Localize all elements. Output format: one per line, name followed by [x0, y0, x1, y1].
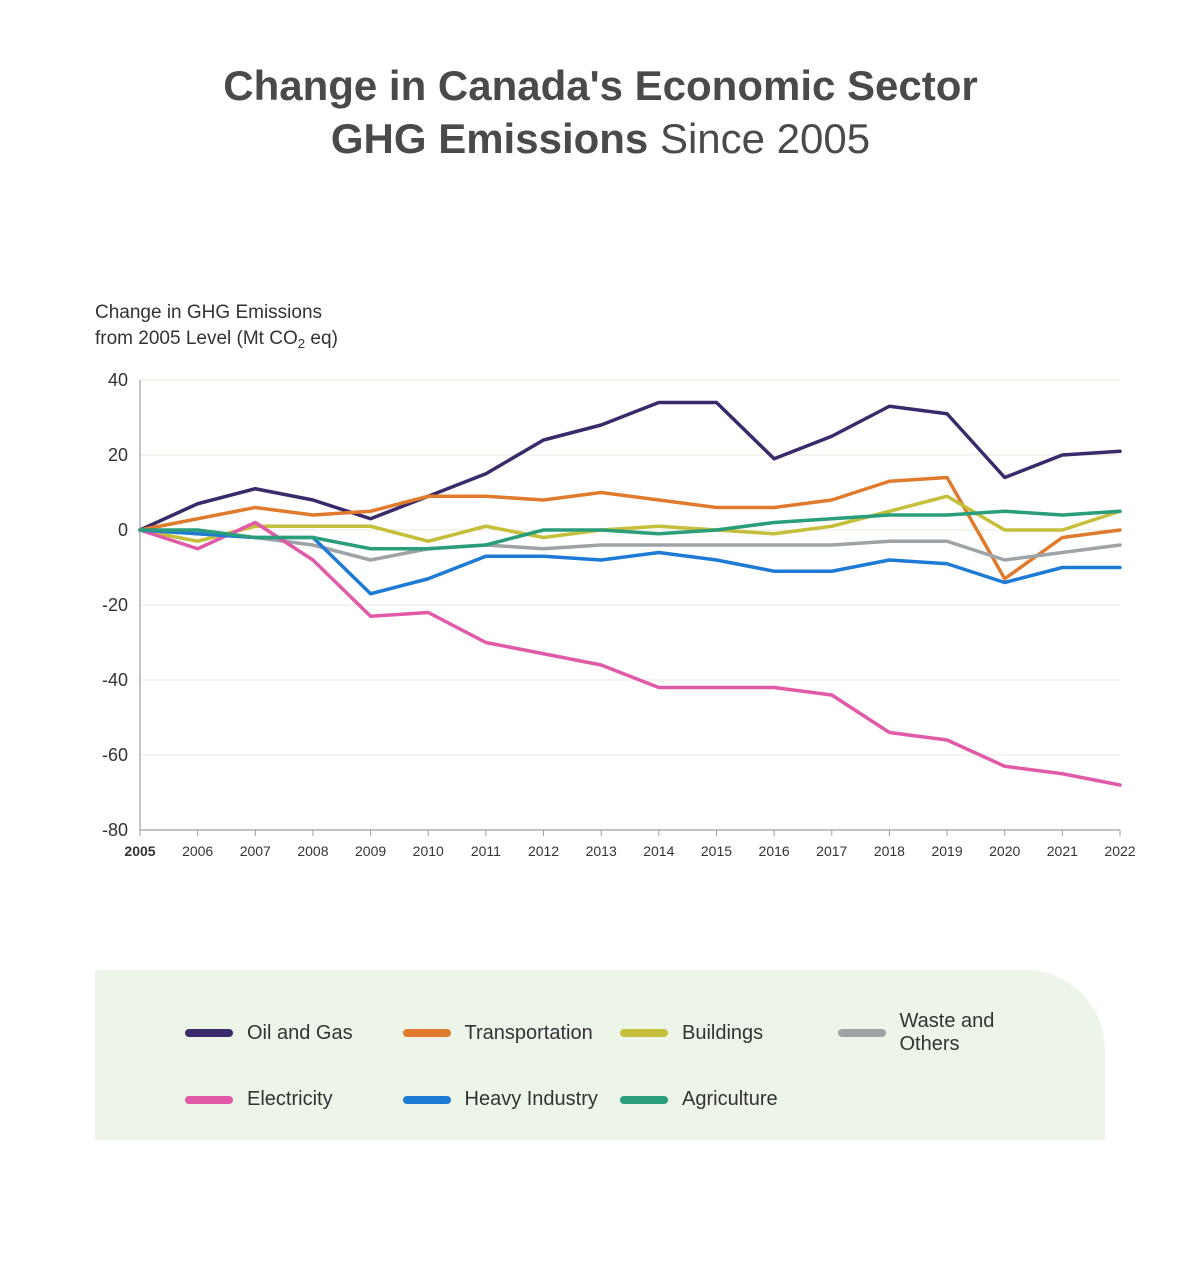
legend-swatch — [620, 1029, 668, 1037]
series-line — [140, 530, 1120, 594]
legend-item: Agriculture — [620, 1088, 828, 1111]
legend-grid: Oil and Gas Transportation Buildings Waste … — [185, 1010, 1045, 1111]
legend-label: Agriculture — [682, 1088, 778, 1111]
legend-swatch — [838, 1029, 886, 1037]
svg-text:-40: -40 — [102, 670, 128, 690]
svg-text:-20: -20 — [102, 595, 128, 615]
svg-text:40: 40 — [108, 370, 128, 390]
legend-swatch — [403, 1029, 451, 1037]
svg-text:2021: 2021 — [1047, 843, 1078, 859]
legend-swatch — [185, 1029, 233, 1037]
series-line — [140, 523, 1120, 786]
y-axis-label: Change in GHG Emissions from 2005 Level … — [95, 300, 338, 351]
svg-text:2020: 2020 — [989, 843, 1020, 859]
line-chart: -80 -60 -40 -20 0 20 40 2005 2006 2007 2008 2009 201… — [60, 360, 1140, 880]
svg-text:2006: 2006 — [182, 843, 213, 859]
svg-text:2015: 2015 — [701, 843, 732, 859]
legend-label: Buildings — [682, 1022, 763, 1045]
legend-item: Transportation — [403, 1010, 611, 1056]
chart-container: { "title_bold_line1": "Change in Canada'… — [0, 60, 1201, 1261]
svg-text:2009: 2009 — [355, 843, 386, 859]
legend-label: Waste and Others — [900, 1010, 1046, 1056]
svg-text:2007: 2007 — [240, 843, 271, 859]
svg-text:-80: -80 — [102, 820, 128, 840]
legend-label: Oil and Gas — [247, 1022, 353, 1045]
title-bold-line2: GHG Emissions — [331, 115, 648, 162]
svg-text:2014: 2014 — [643, 843, 674, 859]
legend-swatch — [403, 1096, 451, 1104]
svg-text:2011: 2011 — [471, 843, 501, 859]
legend-swatch — [185, 1096, 233, 1104]
legend-swatch — [620, 1096, 668, 1104]
legend-item: Oil and Gas — [185, 1010, 393, 1056]
svg-text:2019: 2019 — [931, 843, 962, 859]
svg-text:2013: 2013 — [586, 843, 617, 859]
svg-text:2017: 2017 — [816, 843, 847, 859]
ylabel-line2-pre: from 2005 Level (Mt CO — [95, 328, 298, 349]
svg-text:2005: 2005 — [124, 843, 155, 859]
svg-text:2016: 2016 — [759, 843, 790, 859]
legend-item: Heavy Industry — [403, 1088, 611, 1111]
legend-label: Transportation — [465, 1022, 593, 1045]
chart-title: Change in Canada's Economic Sector GHG E… — [0, 60, 1201, 165]
legend-item: Waste and Others — [838, 1010, 1046, 1056]
svg-text:0: 0 — [118, 520, 128, 540]
svg-text:20: 20 — [108, 445, 128, 465]
chart-svg: -80 -60 -40 -20 0 20 40 2005 2006 2007 2008 2009 201… — [60, 360, 1140, 880]
legend-item: Electricity — [185, 1088, 393, 1111]
legend-label: Electricity — [247, 1088, 333, 1111]
ylabel-line2-sub: 2 — [298, 336, 305, 351]
svg-text:2018: 2018 — [874, 843, 905, 859]
title-bold-line1: Change in Canada's Economic Sector — [223, 62, 978, 109]
ylabel-line1: Change in GHG Emissions — [95, 302, 322, 323]
svg-text:2010: 2010 — [413, 843, 444, 859]
legend: Oil and Gas Transportation Buildings Waste … — [95, 970, 1105, 1140]
svg-text:2012: 2012 — [528, 843, 559, 859]
series-line — [140, 496, 1120, 541]
title-normal: Since 2005 — [648, 115, 870, 162]
legend-label: Heavy Industry — [465, 1088, 598, 1111]
svg-text:2008: 2008 — [297, 843, 328, 859]
svg-text:2022: 2022 — [1104, 843, 1135, 859]
ylabel-line2-post: eq) — [305, 328, 338, 349]
legend-item: Buildings — [620, 1010, 828, 1056]
svg-text:-60: -60 — [102, 745, 128, 765]
